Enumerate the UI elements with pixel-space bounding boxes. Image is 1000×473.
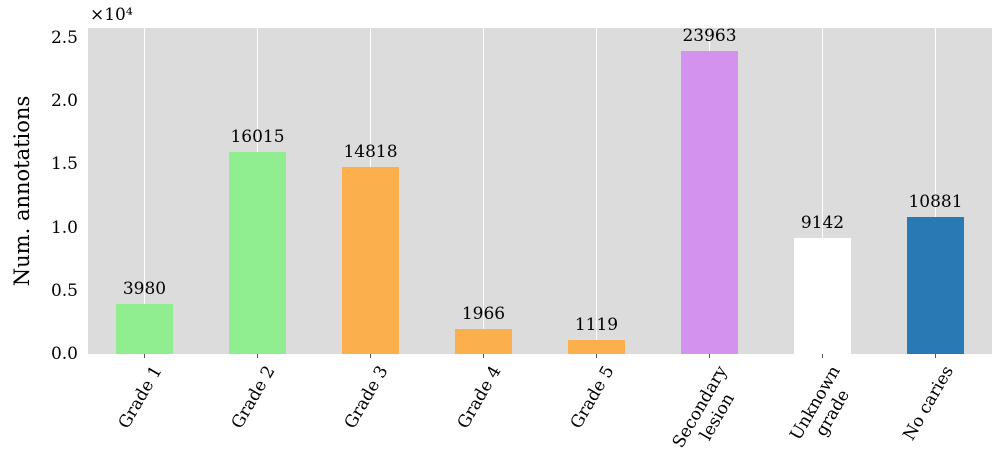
bar [907,216,964,354]
x-tick-label: Grade 1 [115,362,167,433]
gridline [143,28,146,354]
x-tick-mark [935,354,936,358]
x-tick-label: Grade 2 [228,362,280,433]
bar [455,329,512,354]
x-tick-label: No caries [899,362,958,444]
x-tick-mark [709,354,710,358]
gridline [821,28,824,354]
bar-value-label: 16015 [230,126,285,147]
y-axis-label: Num. annotations [10,95,34,287]
bar-value-label: 3980 [122,278,167,299]
x-tick-label: Grade 5 [567,362,619,433]
bar [229,151,286,354]
bar [794,238,851,354]
y-tick-label: 2.5 [50,28,78,49]
x-tick-label: Unknown grade [786,362,854,444]
x-tick-mark [370,354,371,358]
bar [342,166,399,354]
y-tick-label: 0.5 [50,280,78,301]
bar-value-label: 23963 [682,26,737,47]
y-tick-label: 1.0 [50,217,78,238]
y-tick-label: 1.5 [50,154,78,175]
y-tick-label: 2.0 [50,91,78,112]
gridline [482,28,485,354]
x-tick-mark [257,354,258,358]
x-tick-mark [596,354,597,358]
bar-value-label: 1966 [461,304,506,325]
x-tick-mark [822,354,823,358]
gridline [934,28,937,354]
x-tick-mark [144,354,145,358]
bar-value-label: 1119 [574,314,619,335]
x-tick-label: Grade 3 [341,362,393,433]
bar-value-label: 10881 [908,191,963,212]
bar [681,51,738,354]
y-tick-label: 0.0 [50,344,78,364]
gridline [595,28,598,354]
x-tick-label: Secondary lesion [669,362,739,452]
y-axis-offset-text: ×10⁴ [90,5,133,25]
bar-value-label: 9142 [800,213,845,234]
bar [568,339,625,354]
bar [116,303,173,354]
x-tick-label: Grade 4 [454,362,506,433]
bar-value-label: 14818 [343,141,398,162]
x-tick-mark [483,354,484,358]
